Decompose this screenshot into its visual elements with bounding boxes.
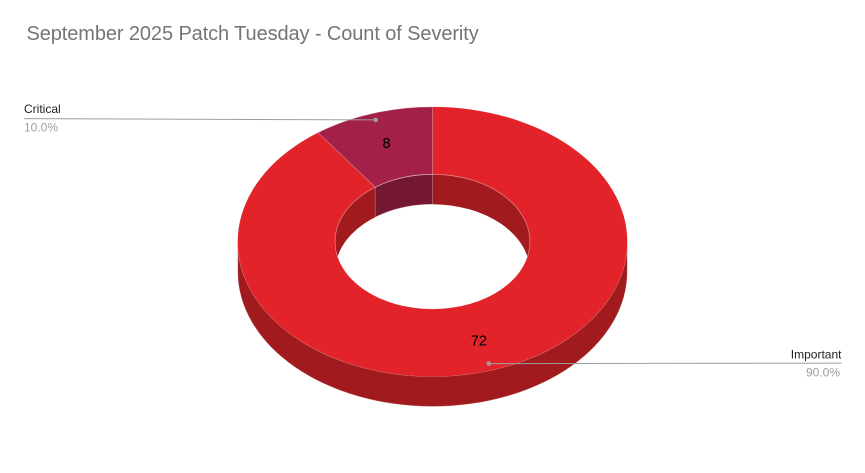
svg-text:September 2025 Patch Tuesday -: September 2025 Patch Tuesday - Count of … (27, 23, 479, 45)
svg-text:10.0%: 10.0% (24, 120, 58, 134)
svg-text:90.0%: 90.0% (806, 366, 840, 380)
svg-text:Important: Important (791, 347, 842, 361)
svg-text:Critical: Critical (24, 102, 61, 116)
svg-text:72: 72 (471, 334, 487, 350)
svg-text:8: 8 (383, 136, 391, 152)
